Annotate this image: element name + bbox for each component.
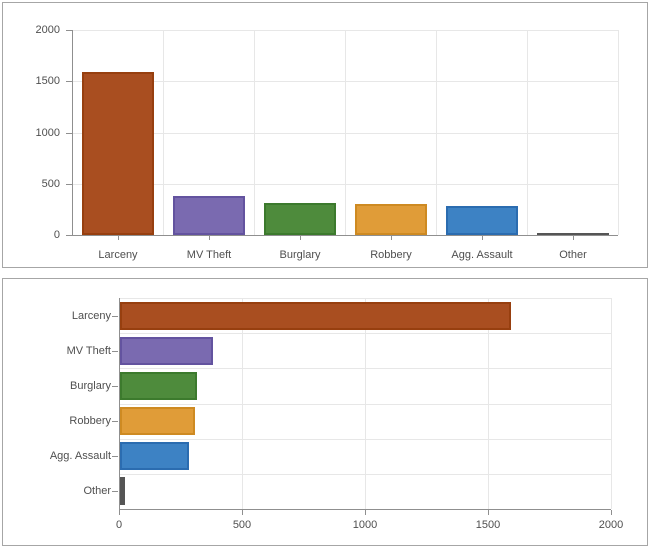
y-gridline — [119, 368, 611, 369]
x-gridline — [254, 30, 255, 235]
bar-larceny — [120, 302, 511, 330]
vertical-bar-chart-panel: 0 500 1000 1500 2000 Larceny MV Theft Burglary R… — [2, 2, 648, 268]
y-tick-mark — [112, 456, 118, 457]
x-gridline — [345, 30, 346, 235]
bar-robbery — [120, 407, 195, 435]
y-category-label: Larceny — [71, 310, 111, 322]
bar-mv-theft — [120, 337, 213, 365]
x-category-label: MV Theft — [186, 249, 232, 261]
x-tick-label: 1500 — [475, 519, 501, 531]
y-gridline — [119, 404, 611, 405]
y-axis-line — [72, 30, 73, 236]
bar-other — [120, 477, 125, 505]
x-category-label: Burglary — [279, 249, 321, 261]
x-tick-mark — [242, 510, 243, 515]
y-category-label: Burglary — [70, 380, 111, 392]
x-tick-mark — [488, 510, 489, 515]
horizontal-bar-chart-panel: 0 500 1000 1500 2000 Larceny MV Theft Burglary R… — [2, 278, 648, 546]
x-category-label: Larceny — [98, 249, 138, 261]
x-tick-mark — [118, 236, 119, 240]
x-tick-mark — [391, 236, 392, 240]
y-tick-mark — [112, 351, 118, 352]
bar-agg-assault — [120, 442, 189, 470]
y-gridline — [119, 439, 611, 440]
y-category-label: Robbery — [69, 415, 111, 427]
y-tick-mark — [112, 386, 118, 387]
y-axis-line — [119, 298, 120, 510]
y-category-label: Other — [83, 485, 111, 497]
bar-burglary — [120, 372, 197, 400]
y-tick-mark — [66, 184, 72, 185]
bar-mv-theft — [173, 196, 245, 235]
y-tick-mark — [66, 235, 72, 236]
y-category-label: Agg. Assault — [49, 450, 111, 462]
y-category-label: MV Theft — [66, 345, 111, 357]
x-tick-mark — [365, 510, 366, 515]
y-tick-label: 500 — [41, 178, 60, 190]
y-tick-mark — [66, 81, 72, 82]
x-gridline — [242, 298, 243, 509]
x-tick-label: 500 — [232, 519, 252, 531]
x-gridline — [488, 298, 489, 509]
x-tick-mark — [482, 236, 483, 240]
x-axis-line — [72, 235, 618, 236]
y-tick-mark — [112, 316, 118, 317]
x-axis-line — [119, 509, 611, 510]
x-tick-mark — [119, 510, 120, 515]
x-tick-label: 1000 — [352, 519, 378, 531]
x-category-label: Agg. Assault — [451, 249, 513, 261]
y-tick-mark — [112, 421, 118, 422]
x-gridline — [163, 30, 164, 235]
y-tick-label: 1500 — [35, 75, 60, 87]
x-tick-label: 0 — [115, 519, 123, 531]
horizontal-bar-chart: 0 500 1000 1500 2000 Larceny MV Theft Burglary R… — [3, 279, 647, 545]
y-tick-mark — [112, 491, 118, 492]
x-gridline — [365, 298, 366, 509]
bar-other — [537, 233, 609, 235]
y-gridline — [119, 474, 611, 475]
x-gridline — [436, 30, 437, 235]
y-tick-label: 1000 — [35, 127, 60, 139]
bar-agg-assault — [446, 206, 518, 235]
x-tick-mark — [300, 236, 301, 240]
y-gridline — [119, 333, 611, 334]
x-tick-mark — [611, 510, 612, 515]
y-tick-mark — [66, 30, 72, 31]
x-tick-mark — [573, 236, 574, 240]
x-gridline — [527, 30, 528, 235]
x-tick-mark — [209, 236, 210, 240]
x-category-label: Robbery — [370, 249, 412, 261]
y-tick-mark — [66, 133, 72, 134]
x-gridline — [611, 298, 612, 509]
y-gridline — [119, 298, 611, 299]
bar-larceny — [82, 72, 154, 235]
vertical-bar-chart: 0 500 1000 1500 2000 Larceny MV Theft Burglary R… — [3, 3, 647, 267]
y-tick-label: 0 — [53, 229, 60, 241]
y-tick-label: 2000 — [35, 24, 60, 36]
bar-robbery — [355, 204, 427, 235]
x-category-label: Other — [559, 249, 587, 261]
x-tick-label: 2000 — [598, 519, 624, 531]
x-gridline — [618, 30, 619, 235]
bar-burglary — [264, 203, 336, 235]
